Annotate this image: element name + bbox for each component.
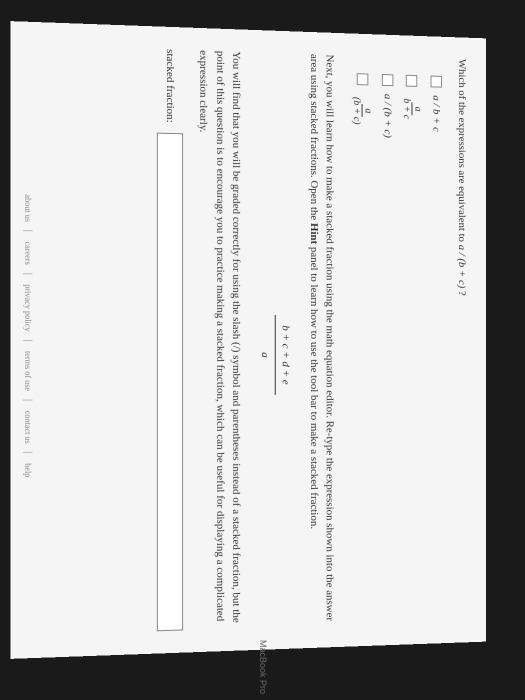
content-panel: Which of the expressions are equivalent … — [11, 21, 487, 659]
prompt-text-b: ? — [456, 291, 467, 296]
device-label: MacBook Pro — [258, 640, 268, 694]
footer-links: about us careers privacy policy terms of… — [21, 22, 34, 659]
question-prompt: Which of the expressions are equivalent … — [454, 59, 470, 622]
footer-about[interactable]: about us — [23, 194, 32, 231]
footer-terms[interactable]: terms of use — [23, 351, 32, 400]
option-3-label: a / (b + c) — [379, 94, 395, 138]
instruction-paragraph-1: Next, you will learn how to make a stack… — [306, 54, 338, 627]
option-1-label: a / b + c — [429, 95, 445, 132]
prompt-text-a: Which of the expressions are equivalent … — [456, 59, 467, 245]
checkbox-icon[interactable] — [382, 74, 394, 86]
fraction-denominator: b + c — [401, 94, 412, 123]
display-fraction-numerator: b + c + d + e — [275, 315, 296, 394]
option-2-fraction: a b + c — [401, 94, 423, 123]
footer-careers[interactable]: careers — [23, 241, 32, 274]
fraction-numerator: a — [412, 103, 423, 116]
fraction-numerator: a — [362, 104, 374, 117]
option-4-fraction: a (b + c) — [351, 93, 373, 129]
display-fraction: b + c + d + e a — [255, 82, 296, 628]
prompt-expression: a / (b + c) — [456, 245, 467, 289]
footer-contact[interactable]: contact us — [23, 411, 32, 453]
option-4[interactable]: a (b + c) — [351, 73, 373, 625]
checkbox-icon[interactable] — [431, 76, 442, 88]
footer-help[interactable]: help — [23, 463, 32, 486]
checkbox-icon[interactable] — [357, 73, 369, 85]
answer-label: stacked fraction: — [162, 49, 179, 123]
checkbox-icon[interactable] — [406, 75, 417, 87]
answer-input[interactable] — [157, 133, 183, 632]
hint-word: Hint — [308, 223, 320, 244]
display-fraction-denominator: a — [255, 342, 275, 368]
para1-text-b: panel to learn how to use the tool bar t… — [308, 247, 320, 529]
options-group: a / b + c a b + c a / (b + c) a (b + c) — [351, 73, 444, 625]
instruction-paragraph-2: You will find that you will be graded co… — [195, 50, 244, 630]
option-2[interactable]: a b + c — [401, 75, 423, 623]
option-1[interactable]: a / b + c — [429, 75, 445, 622]
answer-row: stacked fraction: — [157, 49, 183, 632]
footer-privacy[interactable]: privacy policy — [23, 284, 32, 340]
option-3[interactable]: a / (b + c) — [379, 74, 395, 624]
fraction-denominator: (b + c) — [351, 93, 362, 129]
